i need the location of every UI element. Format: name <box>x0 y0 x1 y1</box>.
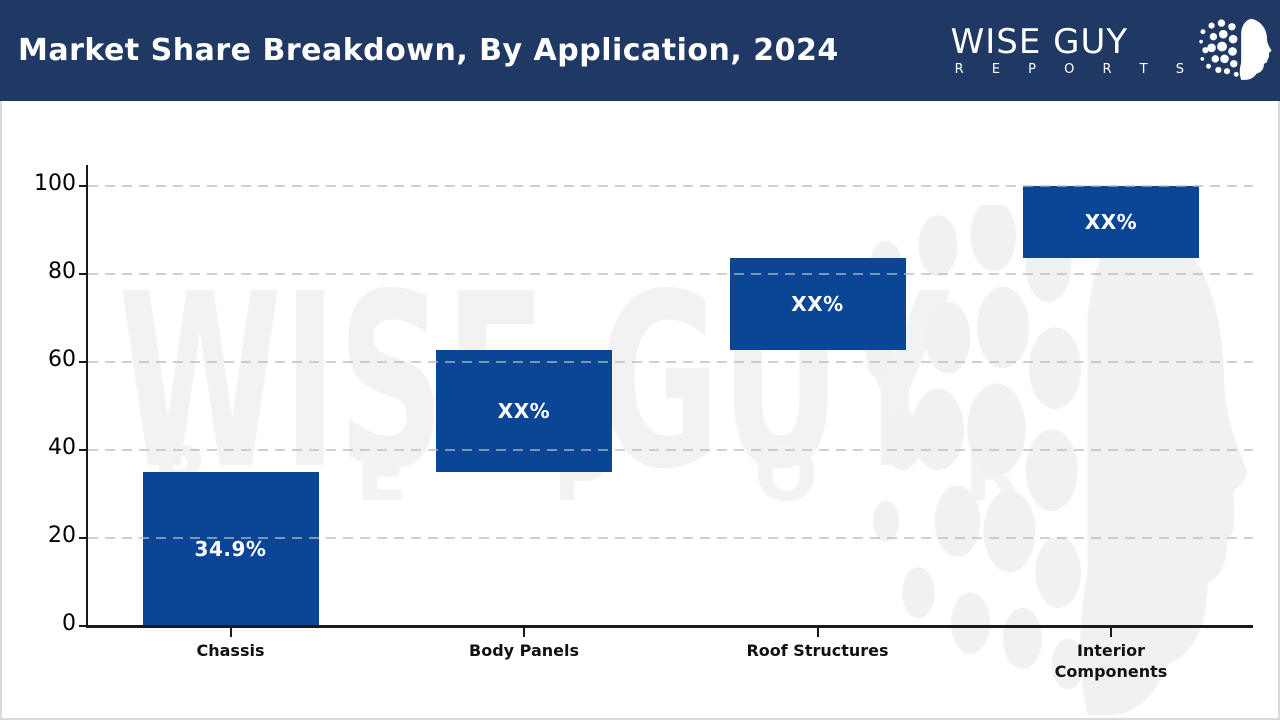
y-tick-60 <box>79 361 87 363</box>
y-tick-label-20: 20 <box>48 523 76 548</box>
brand-logo: WISE GUY R E P O R T S <box>951 0 1272 101</box>
y-tick-0 <box>79 625 87 627</box>
y-tick-label-0: 0 <box>62 611 76 636</box>
category-label-body-panels: Body Panels <box>469 641 579 660</box>
bar-body-panels: XX% <box>436 349 612 473</box>
dotted-head-profile-icon <box>1198 8 1272 94</box>
category-label-chassis: Chassis <box>196 641 265 660</box>
brand-subname: R E P O R T S <box>954 61 1196 77</box>
bar-chassis: 34.9% <box>142 472 319 626</box>
y-tick-80 <box>79 273 87 275</box>
x-tick-chassis <box>229 628 232 637</box>
bar-roof-structures: XX% <box>729 258 906 350</box>
bar-value-label: 34.9% <box>194 537 267 562</box>
y-tick-20 <box>79 537 87 539</box>
content-frame <box>0 101 1280 720</box>
x-tick-body-panels <box>523 628 525 637</box>
x-tick-interior-components <box>1110 628 1112 637</box>
gridline-20 <box>88 537 1253 539</box>
category-label-roof-structures: Roof Structures <box>746 641 889 660</box>
y-axis-line <box>86 165 88 628</box>
brand-name: WISE GUY <box>950 21 1129 62</box>
category-label-interior-components: Interior Components <box>1054 641 1168 681</box>
header-bar: Market Share Breakdown, By Application, … <box>0 0 1280 101</box>
bar-value-label: XX% <box>497 399 551 424</box>
gridline-80 <box>88 273 1253 275</box>
y-tick-label-100: 100 <box>34 171 76 196</box>
y-tick-label-60: 60 <box>48 347 76 372</box>
brand-logo-text: WISE GUY R E P O R T S <box>951 25 1196 77</box>
gridline-60 <box>88 361 1253 363</box>
gridline-100 <box>88 185 1253 187</box>
gridline-40 <box>88 449 1253 451</box>
bar-value-label: XX% <box>1084 210 1138 235</box>
page-title: Market Share Breakdown, By Application, … <box>18 33 839 68</box>
bar-interior-components: XX% <box>1023 186 1199 259</box>
y-tick-label-80: 80 <box>48 259 76 284</box>
y-tick-100 <box>79 185 87 187</box>
y-tick-label-40: 40 <box>48 435 76 460</box>
x-tick-roof-structures <box>816 628 819 637</box>
y-tick-40 <box>79 449 87 451</box>
x-axis-line <box>86 625 1253 628</box>
bar-value-label: XX% <box>791 291 844 316</box>
